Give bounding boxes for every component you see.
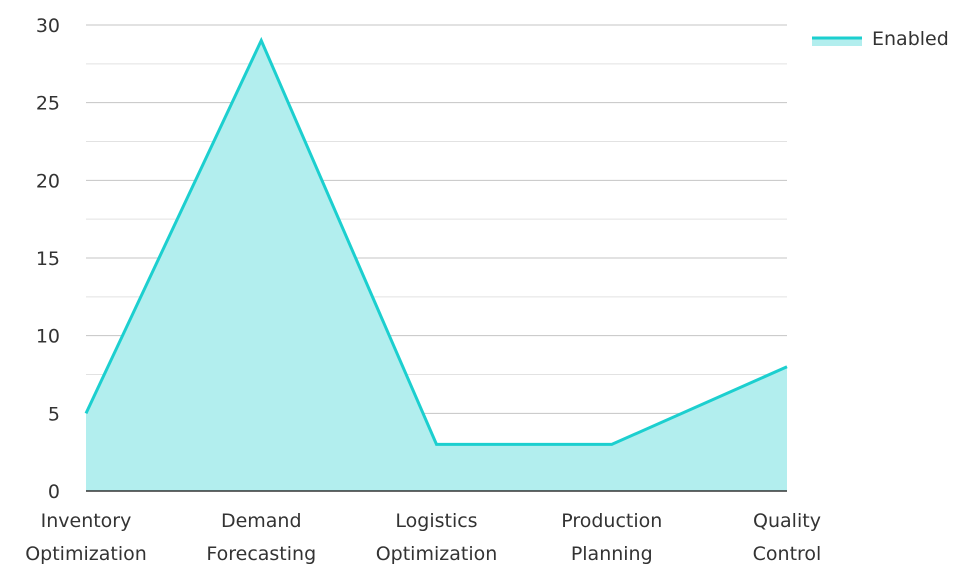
x-tick-label: Demand Forecasting <box>206 510 316 565</box>
x-tick-label: Quality Control <box>753 510 822 565</box>
x-tick-label: Production Planning <box>561 510 662 565</box>
y-tick-label: 30 <box>36 15 60 37</box>
y-tick-label: 20 <box>36 170 60 192</box>
legend: Enabled <box>812 28 949 50</box>
legend-label: Enabled <box>872 28 949 50</box>
y-axis-ticks: 0 5 10 15 20 25 30 <box>36 15 60 503</box>
y-tick-label: 15 <box>36 248 60 270</box>
y-tick-label: 25 <box>36 93 60 115</box>
y-tick-label: 5 <box>48 403 60 425</box>
series-layer <box>84 36 788 492</box>
legend-swatch-fill <box>812 38 862 46</box>
x-tick-label: Inventory Optimization <box>25 510 147 565</box>
y-tick-label: 10 <box>36 326 60 348</box>
series-area-0 <box>86 40 787 492</box>
x-axis-ticks: Inventory Optimization Demand Forecasting Lo… <box>25 510 821 565</box>
y-tick-label: 0 <box>48 481 60 503</box>
x-tick-label: Logistics Optimization <box>376 510 498 565</box>
